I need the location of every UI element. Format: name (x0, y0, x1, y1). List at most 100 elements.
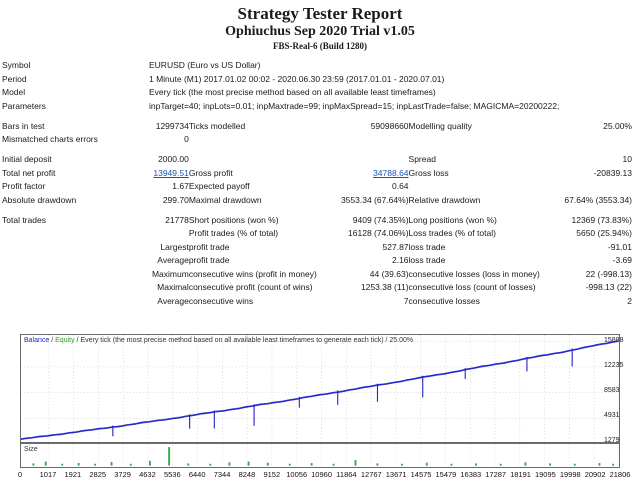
table-row-absolute-drawdown: Absolute drawdown 299.70 Maximal drawdow… (2, 195, 632, 215)
table-row-profit-trades: Profit trades (% of total) 16128 (74.06%… (2, 228, 632, 242)
x-axis-tick: 20902 (584, 470, 606, 479)
x-axis-tick: 5536 (163, 470, 181, 479)
model-value: Every tick (the most precise method base… (149, 87, 436, 97)
table-row-period: Period 1 Minute (M1) 2017.01.02 00:02 - … (2, 74, 632, 88)
max-consecutive-wins-label: consecutive wins (profit in money) (188, 268, 317, 279)
x-axis-tick: 0 (17, 470, 23, 479)
chart-y-axis: 15888 12235 8583 4931 1279 (602, 334, 640, 470)
x-axis-tick: 17287 (485, 470, 507, 479)
period-label: Period (2, 73, 27, 84)
modelling-quality-value: 25.00% (603, 120, 632, 131)
average-loss-trade-label: loss trade (408, 255, 446, 265)
expected-payoff-label: Expected payoff (188, 181, 250, 191)
relative-drawdown-label: Relative drawdown (408, 194, 481, 205)
profit-trades-value: 16128 (74.06%) (348, 228, 409, 238)
x-axis-tick: 21806 (609, 470, 631, 479)
period-value: 1 Minute (M1) 2017.01.02 00:02 - 2020.06… (149, 73, 445, 84)
largest-qualifier: Largest (160, 241, 189, 252)
parameters-label: Parameters (2, 100, 46, 111)
legend-equity-label: Equity (55, 337, 75, 344)
x-axis-tick: 14575 (410, 470, 432, 479)
symbol-value: EURUSD (Euro vs US Dollar) (149, 60, 261, 70)
total-trades-label: Total trades (2, 214, 46, 225)
total-net-profit-label: Total net profit (2, 167, 56, 178)
initial-deposit-value: 2000.00 (158, 154, 189, 164)
gross-loss-value: -20839.13 (593, 167, 632, 178)
chart-main-panel: Balance / Equity / Every tick (the most … (20, 334, 620, 447)
y-axis-tick: 1279 (604, 437, 620, 444)
x-axis-tick: 19998 (559, 470, 581, 479)
table-row-average-consecutive: Average consecutive wins 7 consecutive l… (2, 296, 632, 310)
modelling-quality-label: Modelling quality (408, 120, 472, 131)
profit-trades-label: Profit trades (% of total) (188, 228, 279, 238)
bars-in-test-label: Bars in test (2, 120, 45, 131)
balance-equity-chart: Balance / Equity / Every tick (the most … (20, 334, 620, 468)
x-axis-tick: 10960 (311, 470, 332, 479)
spread-label: Spread (408, 154, 436, 164)
chart-legend: Balance / Equity / Every tick (the most … (24, 336, 413, 345)
profit-factor-value: 1.67 (172, 181, 189, 191)
x-axis-tick: 19095 (534, 470, 556, 479)
avg-consecutive-wins-label: consecutive wins (188, 295, 254, 306)
report-table: Symbol EURUSD (Euro vs US Dollar) Period… (2, 60, 632, 309)
table-row-symbol: Symbol EURUSD (Euro vs US Dollar) (2, 60, 632, 74)
table-row-profit-factor: Profit factor 1.67 Expected payoff 0.64 (2, 181, 632, 195)
legend-sep-1: / (49, 337, 56, 344)
x-axis-tick: 8248 (238, 470, 256, 479)
maximal-consecutive-profit-label: consecutive profit (count of wins) (188, 282, 313, 292)
x-axis-tick: 12767 (360, 470, 382, 479)
report-header: Strategy Tester Report Ophiuchus Sep 202… (0, 0, 640, 53)
bars-in-test-value: 1299734 (155, 120, 189, 131)
x-axis-tick: 11864 (336, 470, 357, 479)
broker-build-info: FBS-Real-6 (Build 1280) (272, 41, 367, 51)
long-positions-label: Long positions (won %) (408, 214, 497, 225)
x-axis-tick: 10056 (286, 470, 308, 479)
maximal-qualifier: Maximal (157, 282, 189, 292)
x-axis-tick: 16383 (460, 470, 482, 479)
table-row-initial-deposit: Initial deposit 2000.00 Spread 10 (2, 154, 632, 168)
maximal-drawdown-label: Maximal drawdown (188, 194, 262, 205)
ticks-modelled-value: 59098660 (370, 120, 409, 131)
short-positions-label: Short positions (won %) (188, 214, 279, 225)
mismatched-errors-label: Mismatched charts errors (2, 134, 98, 144)
max-consecutive-losses-label: consecutive losses (loss in money) (408, 268, 540, 279)
page-title: Strategy Tester Report (237, 4, 403, 23)
average-consecutive-qualifier: Average (157, 295, 189, 306)
largest-loss-trade-value: -91.01 (607, 241, 632, 252)
report-subtitle: Ophiuchus Sep 2020 Trial v1.05 (225, 24, 415, 39)
avg-consecutive-losses-label: consecutive losses (408, 295, 480, 306)
expected-payoff-value: 0.64 (391, 181, 409, 191)
short-positions-value: 9409 (74.35%) (352, 214, 409, 225)
size-panel-label: Size (24, 446, 38, 453)
largest-profit-trade-label: profit trade (188, 241, 230, 252)
x-axis-tick: 15479 (435, 470, 457, 479)
maximal-consecutive-loss-value: -998.13 (22) (585, 282, 632, 292)
x-axis-tick: 13671 (385, 470, 407, 479)
maximum-qualifier: Maximum (151, 268, 189, 279)
largest-profit-trade-value: 527.87 (382, 241, 409, 252)
model-label: Model (2, 87, 26, 97)
legend-balance-label: Balance (24, 337, 50, 344)
average-loss-trade-value: -3.69 (612, 255, 632, 265)
relative-drawdown-value: 67.64% (3553.34) (564, 194, 632, 205)
table-row-maximum: Maximum consecutive wins (profit in mone… (2, 269, 632, 283)
x-axis-tick: 1017 (39, 470, 57, 479)
legend-model-text: Every tick (the most precise method base… (80, 337, 414, 344)
average-qualifier: Average (157, 255, 189, 265)
chart-plot-area (21, 335, 619, 447)
y-axis-tick: 4931 (604, 412, 620, 419)
table-row-mismatched: Mismatched charts errors 0 (2, 134, 632, 154)
gross-profit-link[interactable]: 34788.64 (373, 167, 409, 178)
average-profit-trade-label: profit trade (188, 255, 230, 265)
x-axis-tick: 7344 (213, 470, 231, 479)
loss-trades-label: Loss trades (% of total) (408, 228, 496, 238)
max-consecutive-losses-value: 22 (-998.13) (585, 268, 632, 279)
total-net-profit-link[interactable]: 13949.51 (153, 167, 189, 178)
ticks-modelled-label: Ticks modelled (188, 120, 246, 131)
average-profit-trade-value: 2.16 (391, 255, 409, 265)
loss-trades-value: 5650 (25.94%) (576, 228, 632, 238)
x-axis-tick: 18191 (510, 470, 531, 479)
table-row-maximal: Maximal consecutive profit (count of win… (2, 282, 632, 296)
max-consecutive-wins-value: 44 (39.63) (369, 268, 409, 279)
chart-x-axis: 0 1017 1921 2825 3729 4632 5536 6440 7344 8248 915… (0, 469, 640, 481)
